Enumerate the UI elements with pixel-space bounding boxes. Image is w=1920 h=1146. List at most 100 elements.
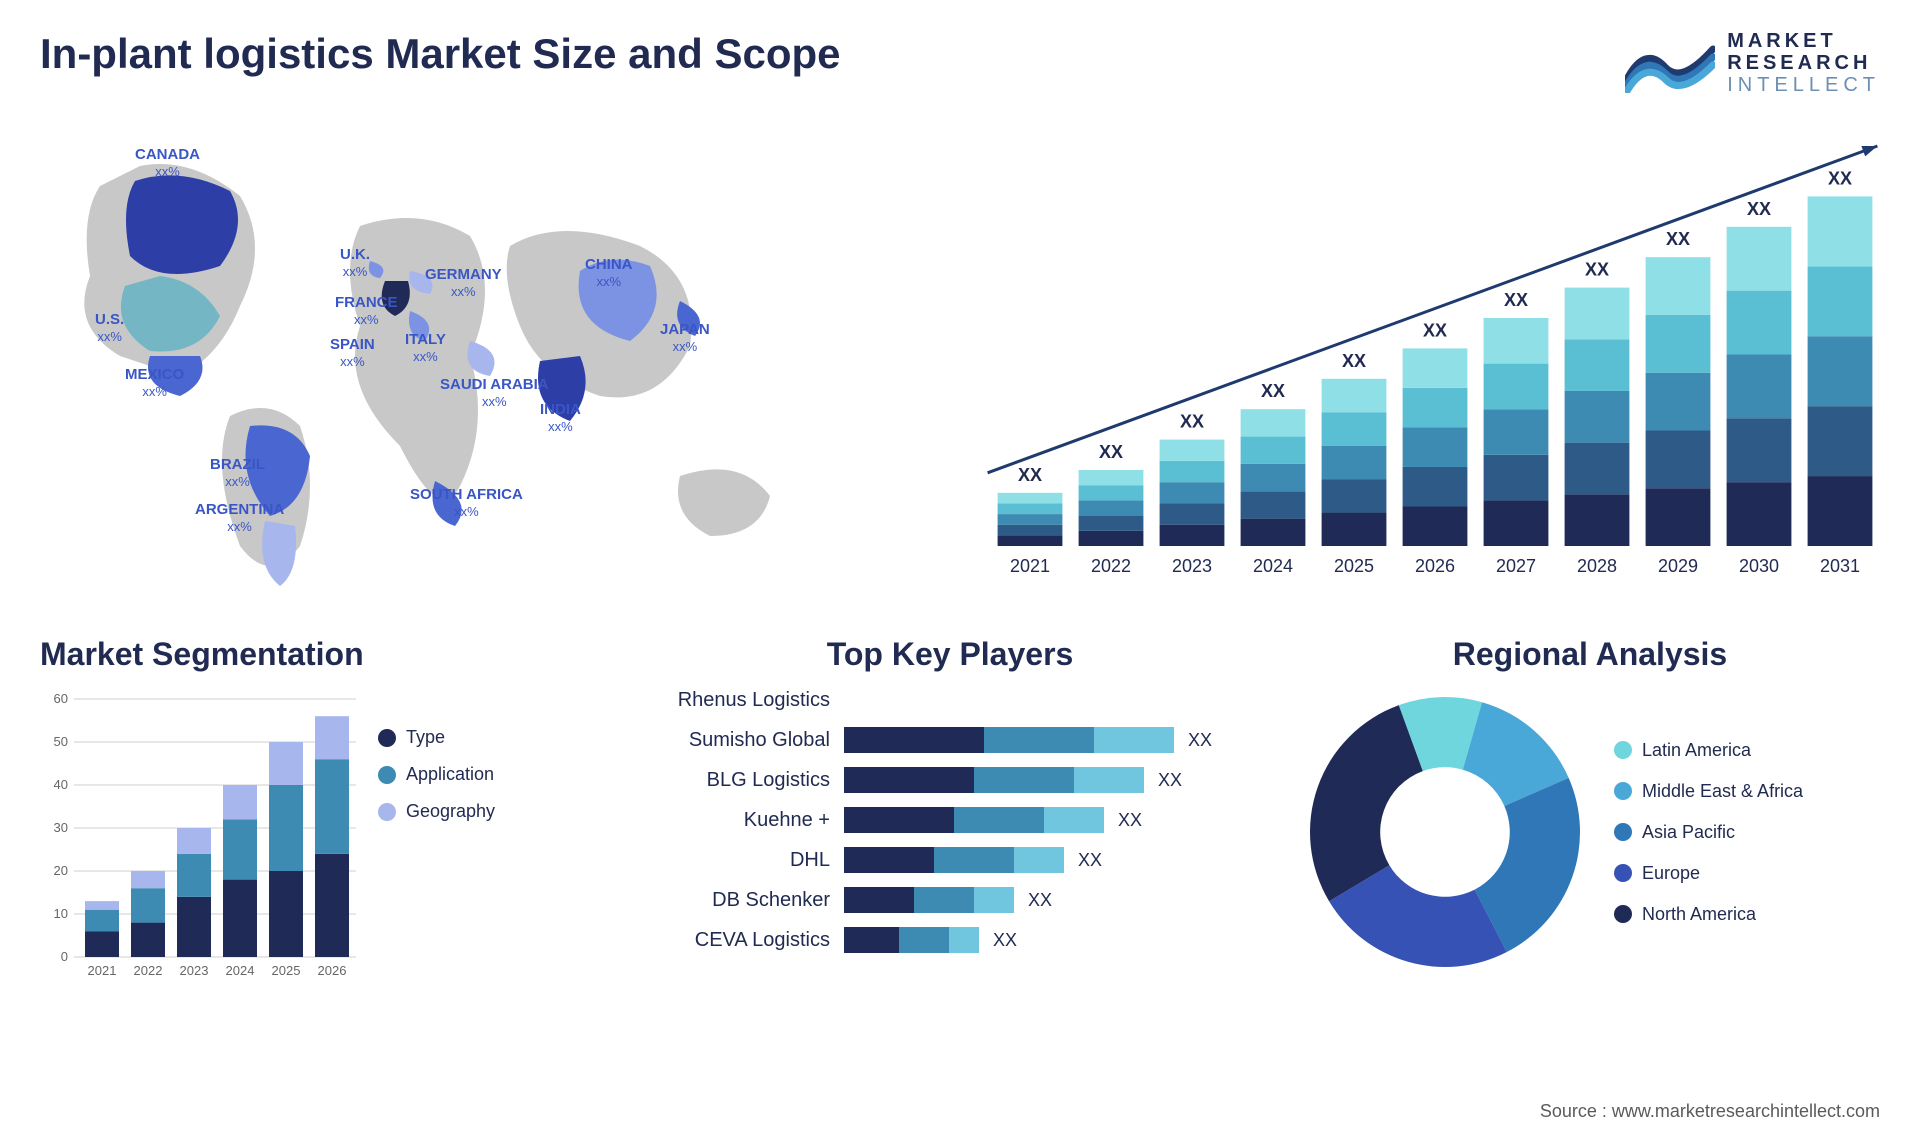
map-country-pct: xx% [340,264,370,280]
map-country-pct: xx% [95,329,124,345]
player-row: Sumisho Global XX [630,727,1270,753]
regional-donut-svg [1300,687,1590,977]
segmentation-chart-svg: 0102030405060 202120222023202420252026 [40,687,360,987]
player-value: XX [993,930,1017,951]
map-country-name: JAPAN [660,321,710,338]
svg-text:2026: 2026 [1415,556,1455,576]
header: In-plant logistics Market Size and Scope… [40,30,1880,96]
svg-text:2027: 2027 [1496,556,1536,576]
player-value: XX [1078,850,1102,871]
map-country-pct: xx% [585,274,633,290]
seg-legend-item: Geography [378,801,495,822]
regional-title: Regional Analysis [1300,636,1880,673]
svg-text:2023: 2023 [180,963,209,978]
map-country-pct: xx% [125,384,184,400]
player-bar [844,767,1144,793]
player-bar [844,887,1014,913]
growth-chart-panel: 2021XX2022XX2023XX2024XX2025XX2026XX2027… [950,126,1880,596]
map-country-name: ITALY [405,331,446,348]
player-bar-segment [844,727,984,753]
player-row: CEVA Logistics XX [630,927,1270,953]
players-list: Rhenus Logistics Sumisho Global XX BLG Logi… [630,687,1270,953]
regional-legend-item: Asia Pacific [1614,822,1803,843]
legend-label: Europe [1642,863,1700,884]
svg-text:XX: XX [1099,442,1123,462]
key-players-panel: Top Key Players Rhenus LogisticsSumisho … [630,636,1270,987]
map-country-pct: xx% [210,474,265,490]
page-title: In-plant logistics Market Size and Scope [40,30,841,78]
logo-line1: MARKET [1727,30,1880,52]
player-bar-segment [899,927,949,953]
legend-label: North America [1642,904,1756,925]
map-country-name: BRAZIL [210,456,265,473]
map-country-name: INDIA [540,401,581,418]
seg-legend-item: Application [378,764,495,785]
svg-text:0: 0 [61,949,68,964]
svg-text:2030: 2030 [1739,556,1779,576]
legend-dot-icon [378,766,396,784]
map-label-brazil: BRAZILxx% [210,456,265,490]
legend-label: Middle East & Africa [1642,781,1803,802]
map-country-pct: xx% [335,312,398,328]
player-value: XX [1028,890,1052,911]
segmentation-panel: Market Segmentation 0102030405060 202120… [40,636,600,987]
player-bar-segment [844,927,899,953]
map-country-name: U.K. [340,246,370,263]
growth-chart-svg: 2021XX2022XX2023XX2024XX2025XX2026XX2027… [950,126,1880,596]
svg-text:2022: 2022 [1091,556,1131,576]
map-country-name: GERMANY [425,266,502,283]
svg-text:30: 30 [54,820,68,835]
player-name: CEVA Logistics [630,929,830,952]
player-row: Kuehne +XX [630,807,1270,833]
map-country-name: SOUTH AFRICA [410,486,523,503]
map-label-u.k.: U.K.xx% [340,246,370,280]
player-bar-segment [954,807,1044,833]
legend-dot-icon [1614,905,1632,923]
svg-text:XX: XX [1747,199,1771,219]
svg-text:2025: 2025 [272,963,301,978]
map-country-name: CHINA [585,256,633,273]
svg-text:2026: 2026 [318,963,347,978]
svg-text:2023: 2023 [1172,556,1212,576]
player-bar-segment [974,887,1014,913]
brand-logo: MARKET RESEARCH INTELLECT [1625,30,1880,96]
map-country-name: FRANCE [335,294,398,311]
svg-text:2022: 2022 [134,963,163,978]
svg-text:2021: 2021 [88,963,117,978]
map-country-pct: xx% [410,504,523,520]
svg-text:60: 60 [54,691,68,706]
world-map-panel: CANADAxx%U.S.xx%MEXICOxx%BRAZILxx%ARGENT… [40,126,910,596]
player-row: BLG LogisticsXX [630,767,1270,793]
svg-text:2031: 2031 [1820,556,1860,576]
logo-text: MARKET RESEARCH INTELLECT [1727,30,1880,96]
player-bar-segment [949,927,979,953]
player-value: XX [1188,730,1212,751]
player-bar [844,807,1104,833]
legend-dot-icon [1614,741,1632,759]
svg-text:XX: XX [1828,168,1852,188]
legend-label: Latin America [1642,740,1751,761]
legend-dot-icon [378,729,396,747]
seg-legend-item: Type [378,727,495,748]
svg-text:XX: XX [1018,465,1042,485]
legend-label: Geography [406,801,495,822]
player-row: Rhenus Logistics [630,687,1270,713]
map-label-japan: JAPANxx% [660,321,710,355]
map-label-canada: CANADAxx% [135,146,200,180]
player-name: Sumisho Global [630,729,830,752]
regional-legend: Latin America Middle East & Africa Asia Pa… [1614,740,1803,925]
player-bar [844,847,1064,873]
legend-dot-icon [1614,782,1632,800]
svg-text:2029: 2029 [1658,556,1698,576]
player-bar-segment [1094,727,1174,753]
legend-dot-icon [378,803,396,821]
map-country-pct: xx% [330,354,375,370]
svg-text:XX: XX [1666,229,1690,249]
player-bar-segment [914,887,974,913]
segmentation-legend: Type Application Geography [378,687,495,987]
map-label-south-africa: SOUTH AFRICAxx% [410,486,523,520]
svg-text:2025: 2025 [1334,556,1374,576]
world-map-svg [40,126,910,596]
logo-line3: INTELLECT [1727,74,1880,96]
regional-legend-item: Latin America [1614,740,1803,761]
